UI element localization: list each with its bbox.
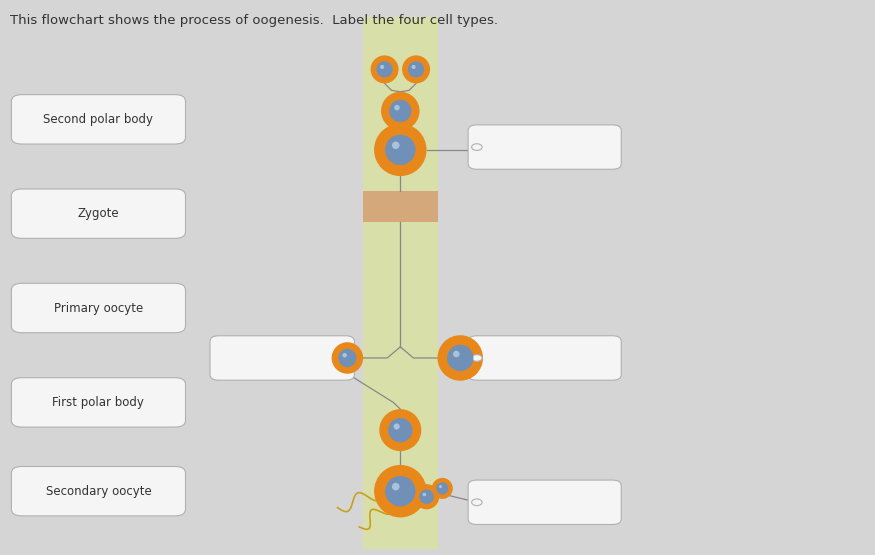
Ellipse shape: [371, 56, 398, 83]
Ellipse shape: [381, 92, 420, 130]
Circle shape: [472, 355, 482, 361]
Ellipse shape: [374, 465, 427, 517]
Ellipse shape: [342, 353, 346, 357]
Ellipse shape: [380, 65, 384, 69]
Text: Second polar body: Second polar body: [44, 113, 153, 126]
FancyBboxPatch shape: [11, 377, 185, 427]
Ellipse shape: [419, 490, 434, 504]
FancyBboxPatch shape: [11, 189, 185, 239]
Ellipse shape: [376, 61, 393, 78]
Ellipse shape: [439, 485, 442, 488]
Ellipse shape: [423, 493, 426, 496]
Ellipse shape: [432, 478, 453, 499]
Ellipse shape: [408, 61, 424, 78]
FancyBboxPatch shape: [468, 336, 621, 380]
Ellipse shape: [392, 142, 400, 149]
FancyBboxPatch shape: [11, 284, 185, 333]
FancyBboxPatch shape: [468, 125, 621, 169]
Text: This flowchart shows the process of oogenesis.  Label the four cell types.: This flowchart shows the process of ooge…: [10, 14, 499, 27]
Ellipse shape: [389, 100, 411, 122]
Ellipse shape: [392, 483, 400, 491]
Text: Primary oocyte: Primary oocyte: [53, 301, 144, 315]
FancyBboxPatch shape: [363, 17, 438, 549]
Ellipse shape: [374, 124, 427, 176]
Ellipse shape: [394, 423, 400, 430]
Ellipse shape: [414, 484, 439, 509]
Text: Zygote: Zygote: [78, 207, 119, 220]
Circle shape: [472, 144, 482, 150]
Ellipse shape: [402, 56, 430, 83]
Ellipse shape: [438, 335, 483, 381]
Text: First polar body: First polar body: [52, 396, 144, 409]
Ellipse shape: [411, 65, 416, 69]
FancyBboxPatch shape: [11, 466, 185, 516]
Circle shape: [472, 499, 482, 506]
Ellipse shape: [379, 409, 422, 451]
FancyBboxPatch shape: [363, 191, 438, 222]
Ellipse shape: [447, 345, 473, 371]
Ellipse shape: [332, 342, 363, 374]
Ellipse shape: [388, 418, 412, 442]
Ellipse shape: [394, 105, 400, 110]
FancyBboxPatch shape: [468, 480, 621, 524]
FancyBboxPatch shape: [210, 336, 354, 380]
Circle shape: [340, 355, 351, 361]
Text: Secondary oocyte: Secondary oocyte: [46, 485, 151, 498]
Ellipse shape: [385, 476, 416, 506]
Ellipse shape: [339, 349, 356, 367]
Ellipse shape: [437, 482, 448, 495]
FancyBboxPatch shape: [11, 94, 185, 144]
Ellipse shape: [453, 351, 459, 357]
Ellipse shape: [385, 135, 416, 165]
